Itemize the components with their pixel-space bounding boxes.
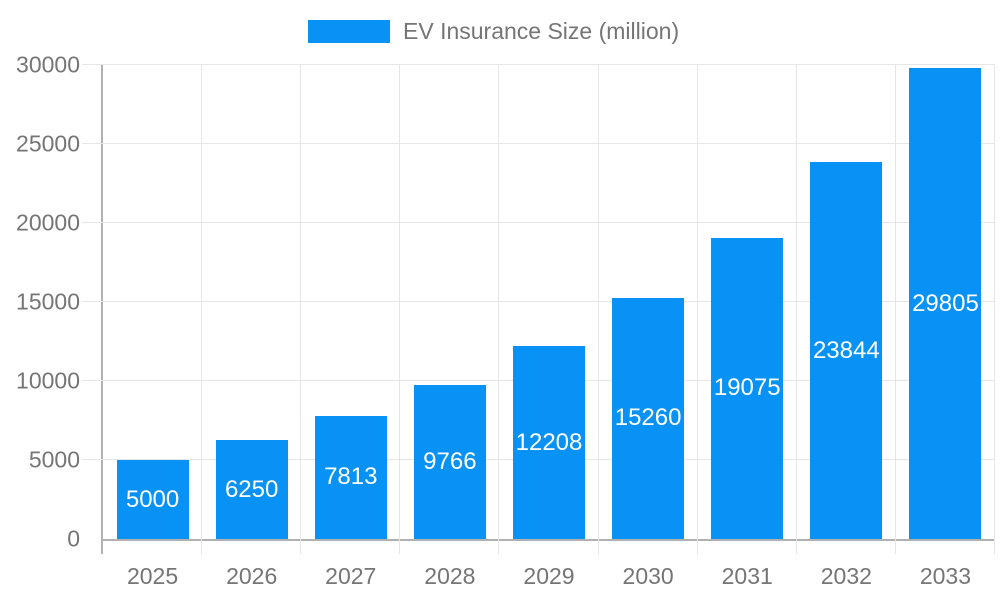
bar-2026[interactable]: 6250: [215, 440, 288, 539]
bar-2033[interactable]: 29805: [909, 68, 982, 539]
gridline-x-boundary-8: [894, 65, 896, 554]
bar-value-label-2026: 6250: [224, 475, 279, 503]
y-tick-label-10000: 10000: [16, 367, 80, 394]
gridline-x-boundary-5: [597, 65, 599, 554]
y-tick-label-30000: 30000: [16, 51, 80, 78]
bar-value-label-2031: 19075: [713, 374, 781, 402]
gridline-x-boundary-7: [795, 65, 797, 554]
bar-2029[interactable]: 12208: [513, 346, 585, 539]
bar-value-label-2025: 5000: [125, 485, 180, 513]
gridline-x-boundary-2: [300, 65, 302, 554]
x-tick-label-2030: 2030: [622, 563, 674, 589]
bar-2031[interactable]: 19075: [711, 237, 784, 539]
gridline-x-boundary-3: [399, 65, 401, 554]
gridline-x-boundary-6: [696, 65, 698, 554]
gridline-x-boundary-4: [498, 65, 500, 554]
bar-2025[interactable]: 5000: [116, 460, 189, 539]
x-tick-label-2026: 2026: [226, 563, 278, 589]
chart-legend[interactable]: EV Insurance Size (million): [308, 18, 680, 44]
plot-area: 0 5000 10000 15000 20000 25000 30000 5000 2025 62…: [16, 53, 995, 588]
gridline-y-30000: [82, 64, 995, 65]
x-tick-label-2032: 2032: [820, 563, 872, 589]
x-tick-label-2027: 2027: [325, 563, 377, 589]
bar-2030[interactable]: 15260: [612, 297, 685, 539]
bar-value-label-2029: 12208: [515, 428, 583, 456]
y-tick-label-5000: 5000: [28, 446, 80, 473]
legend-color-swatch: [308, 20, 390, 44]
y-tick-label-15000: 15000: [16, 288, 80, 315]
bar-2032[interactable]: 23844: [810, 162, 883, 539]
bar-value-label-2028: 9766: [423, 447, 477, 475]
gridline-y-25000: [82, 143, 995, 144]
x-tick-label-2033: 2033: [919, 563, 972, 589]
gridline-x-boundary-1: [201, 65, 203, 554]
x-tick-label-2028: 2028: [424, 563, 476, 589]
gridline-x-boundary-9: [994, 65, 995, 554]
y-axis-tick-extension: [101, 539, 103, 554]
bar-2027[interactable]: 7813: [314, 415, 387, 539]
x-tick-label-2025: 2025: [126, 563, 179, 589]
y-tick-label-20000: 20000: [16, 209, 80, 236]
legend-label: EV Insurance Size (million): [403, 18, 680, 44]
x-tick-label-2031: 2031: [721, 563, 773, 589]
x-tick-label-2029: 2029: [523, 563, 575, 589]
gridline-y-20000: [82, 222, 995, 224]
bar-2028[interactable]: 9766: [413, 384, 486, 539]
bar-value-label-2030: 15260: [614, 404, 682, 432]
bar-value-label-2033: 29805: [912, 289, 979, 317]
y-tick-label-0: 0: [67, 525, 80, 552]
y-tick-label-25000: 25000: [16, 130, 80, 157]
bar-value-label-2027: 7813: [324, 463, 378, 491]
gridline-y-15000: [82, 301, 995, 302]
bar-value-label-2032: 23844: [812, 336, 880, 364]
